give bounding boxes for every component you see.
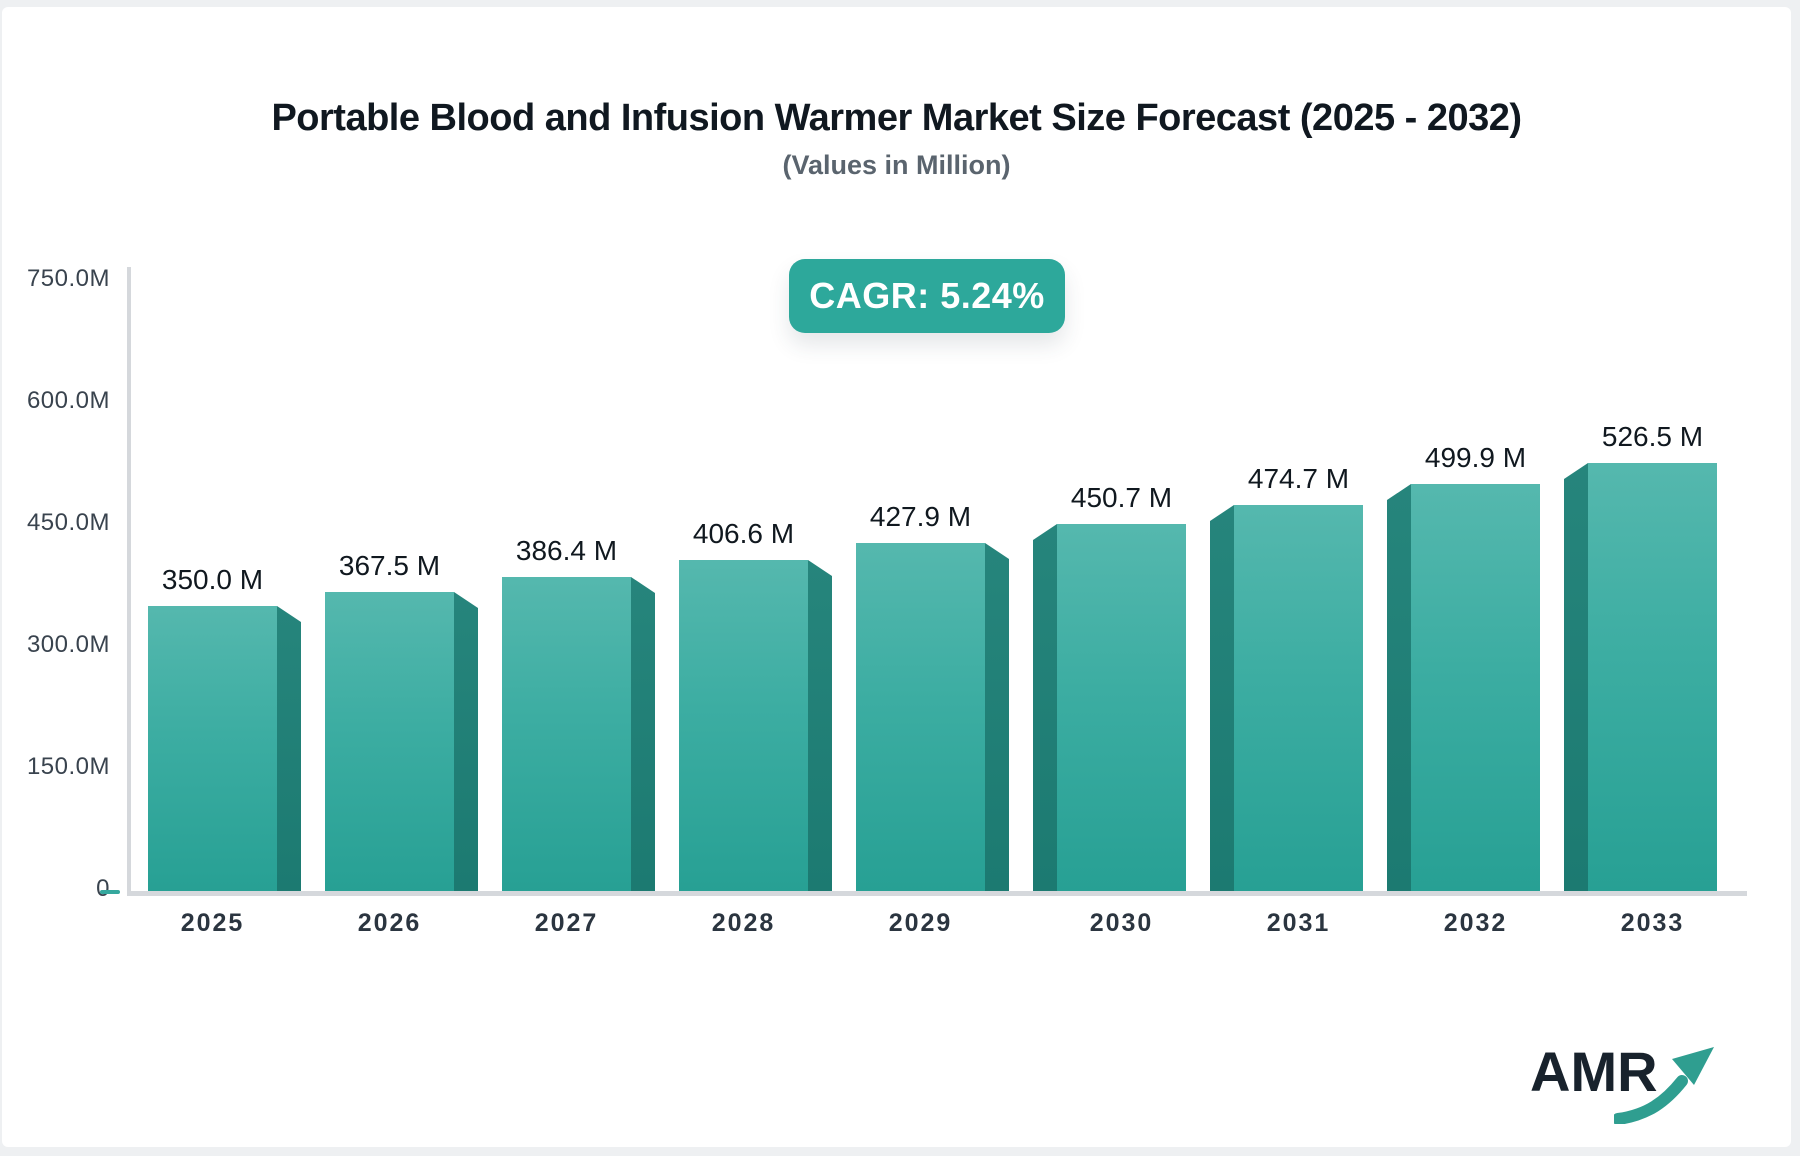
bar-2030 bbox=[1033, 524, 1186, 891]
bar-side-face bbox=[454, 592, 478, 891]
y-tick-label: 150.0M bbox=[26, 753, 110, 780]
bar-2033 bbox=[1564, 463, 1717, 891]
bar-front-face bbox=[502, 577, 631, 891]
bar-value-label: 427.9 M bbox=[869, 501, 972, 532]
bar-2027 bbox=[502, 577, 655, 891]
bar-front-face bbox=[1411, 484, 1540, 891]
bar-side-face bbox=[1564, 463, 1588, 891]
amr-logo: AMR bbox=[1530, 1037, 1720, 1127]
bar-front-face bbox=[1057, 524, 1186, 891]
y-tick-label: 0 bbox=[96, 875, 110, 902]
bar-value-label: 474.7 M bbox=[1247, 463, 1350, 494]
bar-side-face bbox=[277, 606, 301, 891]
x-tick-label: 2028 bbox=[711, 909, 776, 937]
x-tick-label: 2030 bbox=[1089, 909, 1154, 937]
y-tick-label: 450.0M bbox=[26, 509, 110, 536]
zero-tick-mark bbox=[100, 890, 120, 894]
bar-side-face bbox=[1210, 505, 1234, 891]
bar-2029 bbox=[856, 543, 1009, 891]
y-tick-label: 600.0M bbox=[26, 387, 110, 414]
bar-front-face bbox=[1234, 505, 1363, 891]
y-tick-label: 750.0M bbox=[26, 265, 110, 292]
bar-2031 bbox=[1210, 505, 1363, 891]
x-tick-label: 2029 bbox=[888, 909, 953, 937]
x-tick-label: 2031 bbox=[1266, 909, 1331, 937]
y-tick-label: 300.0M bbox=[26, 631, 110, 658]
bar-side-face bbox=[631, 577, 655, 891]
y-axis-line bbox=[127, 267, 131, 896]
bar-front-face bbox=[148, 606, 277, 891]
growth-arrow-icon bbox=[1614, 1047, 1714, 1124]
page-subtitle: (Values in Million) bbox=[782, 150, 1011, 180]
bar-2032 bbox=[1387, 484, 1540, 891]
bar-value-label: 450.7 M bbox=[1070, 482, 1173, 513]
chart-card: Portable Blood and Infusion Warmer Marke… bbox=[2, 7, 1791, 1147]
bar-side-face bbox=[1387, 484, 1411, 891]
x-tick-label: 2027 bbox=[534, 909, 599, 937]
bar-value-label: 526.5 M bbox=[1601, 421, 1704, 452]
bar-side-face bbox=[985, 543, 1009, 891]
bar-value-label: 350.0 M bbox=[161, 564, 264, 595]
bar-2028 bbox=[679, 560, 832, 891]
x-tick-label: 2025 bbox=[180, 909, 245, 937]
x-tick-label: 2032 bbox=[1443, 909, 1508, 937]
x-tick-label: 2033 bbox=[1620, 909, 1685, 937]
bar-2026 bbox=[325, 592, 478, 891]
bar-front-face bbox=[856, 543, 985, 891]
bar-value-label: 386.4 M bbox=[515, 535, 618, 566]
bar-value-label: 367.5 M bbox=[338, 550, 441, 581]
bar-front-face bbox=[325, 592, 454, 891]
x-tick-label: 2026 bbox=[357, 909, 422, 937]
bar-2025 bbox=[148, 606, 301, 891]
bar-front-face bbox=[679, 560, 808, 891]
bar-value-label: 406.6 M bbox=[692, 518, 795, 549]
bar-value-label: 499.9 M bbox=[1424, 442, 1527, 473]
cagr-badge: CAGR: 5.24% bbox=[789, 259, 1065, 333]
x-axis-line bbox=[127, 891, 1747, 896]
amr-logo-text: AMR bbox=[1530, 1040, 1658, 1103]
bar-side-face bbox=[1033, 524, 1057, 891]
bar-side-face bbox=[808, 560, 832, 891]
bar-front-face bbox=[1588, 463, 1717, 891]
page-title: Portable Blood and Infusion Warmer Marke… bbox=[271, 97, 1522, 139]
